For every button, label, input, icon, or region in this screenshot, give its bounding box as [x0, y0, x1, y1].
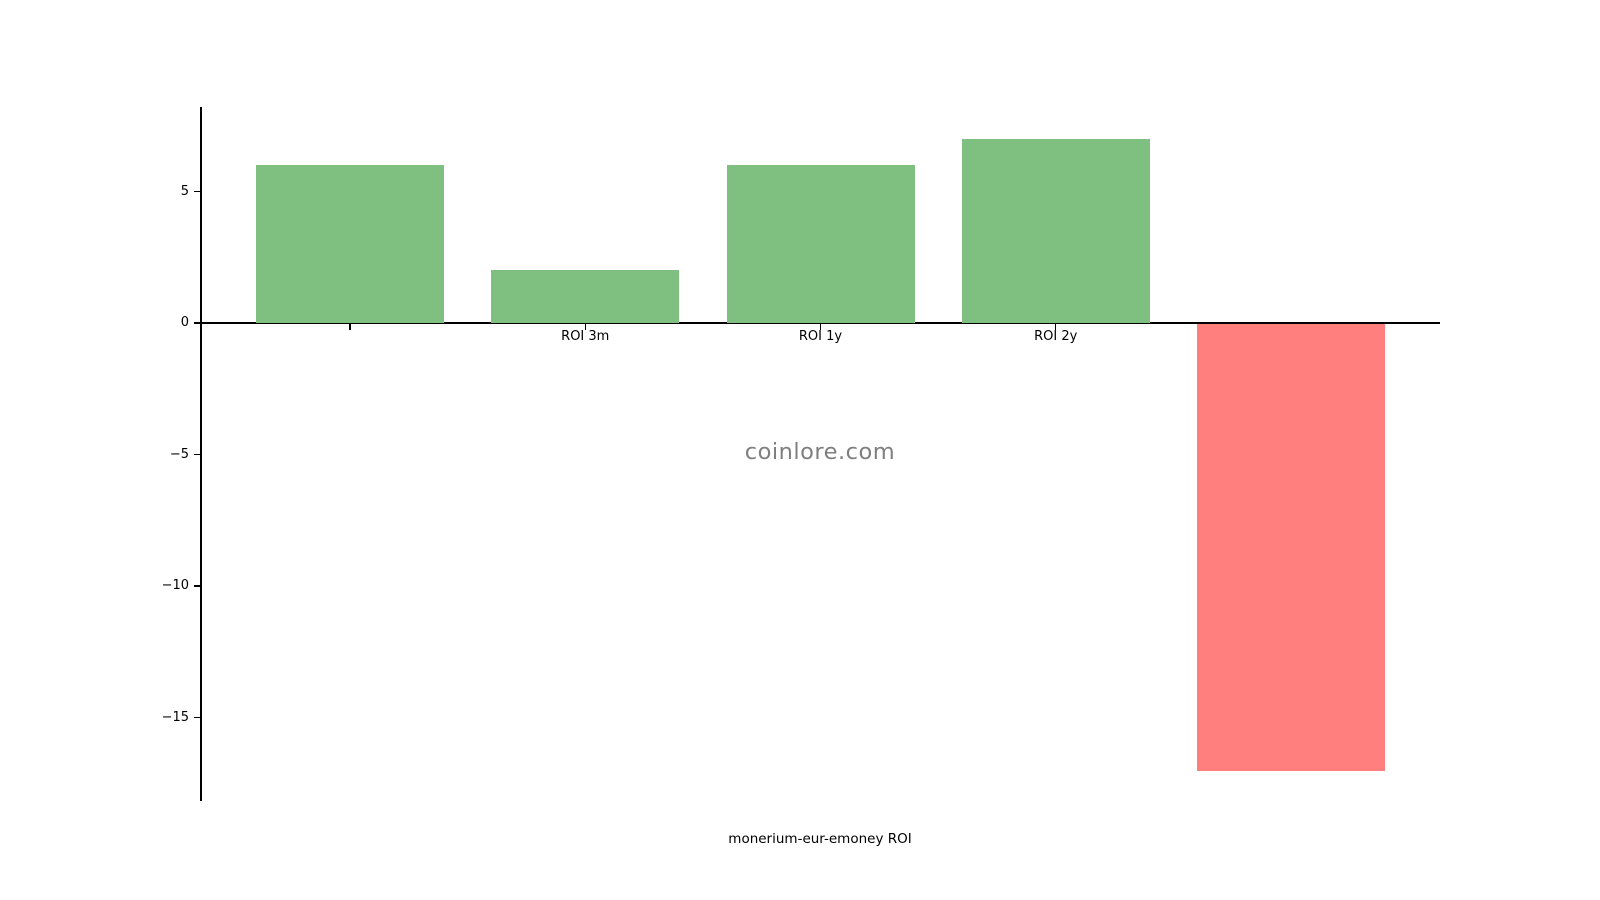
- y-tick-mark: [193, 190, 201, 193]
- x-tick-label: ROI 3m: [561, 329, 610, 344]
- bar: [256, 165, 444, 323]
- x-tick-label: ROI 2y: [1034, 329, 1078, 344]
- bar: [961, 138, 1150, 323]
- bar: [1197, 323, 1385, 771]
- bar: [726, 165, 915, 323]
- y-tick-label: −15: [161, 709, 189, 725]
- y-tick-label: 5: [180, 183, 189, 199]
- y-tick-mark: [193, 716, 201, 719]
- watermark: coinlore.com: [744, 439, 896, 465]
- x-tick-mark: [584, 323, 586, 330]
- bar: [491, 270, 680, 323]
- y-tick-mark: [193, 322, 201, 324]
- x-tick-mark: [819, 323, 822, 330]
- x-axis-line: [201, 322, 1440, 324]
- y-tick-label: −10: [161, 578, 189, 593]
- y-tick-label: 0: [180, 315, 189, 330]
- y-tick-mark: [193, 453, 201, 456]
- y-tick-mark: [193, 585, 201, 587]
- x-tick-label: ROI 1y: [798, 329, 843, 344]
- y-tick-label: −5: [169, 446, 189, 462]
- x-tick-mark: [1055, 323, 1057, 330]
- x-tick-mark: [349, 323, 351, 330]
- chart-title: monerium-eur-emoney ROI: [728, 831, 912, 847]
